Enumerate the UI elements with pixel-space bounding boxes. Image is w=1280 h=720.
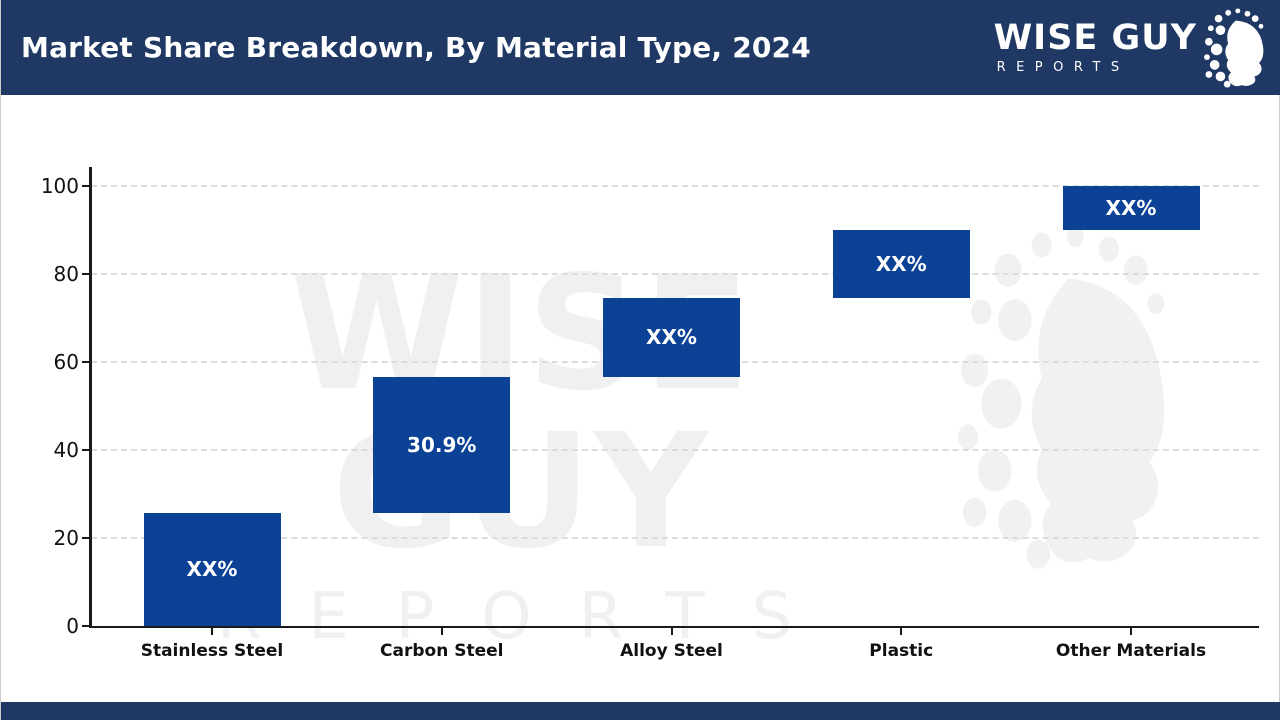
bar-carbon-steel: 30.9% — [373, 376, 511, 513]
x-axis-line — [89, 625, 1259, 628]
logo-text: WISE GUY REPORTS — [993, 18, 1197, 75]
bar-value-label: XX% — [875, 251, 927, 276]
bar-value-label: 30.9% — [407, 432, 477, 457]
y-tick-mark-20 — [82, 536, 91, 539]
logo-reports-text: REPORTS — [996, 60, 1130, 75]
gridline-20 — [91, 536, 1259, 539]
gridline-80 — [91, 272, 1259, 275]
x-tick-mark — [670, 626, 673, 635]
bar-plastic: XX% — [832, 229, 970, 298]
logo-head-icon — [1204, 7, 1264, 88]
gridline-40 — [91, 448, 1259, 451]
y-tick-mark-80 — [82, 272, 91, 275]
x-tick-mark — [900, 626, 903, 635]
bar-stainless-steel: XX% — [143, 512, 281, 626]
footer — [1, 702, 1280, 720]
x-category-label: Other Materials — [1055, 641, 1207, 661]
wiseguy-logo: WISE GUY REPORTS — [994, 7, 1267, 89]
x-tick-mark — [440, 626, 443, 635]
x-category-label: Plastic — [869, 641, 934, 661]
y-tick-label-20: 20 — [53, 525, 79, 550]
x-category-label: Stainless Steel — [140, 641, 284, 661]
bar-value-label: XX% — [646, 325, 697, 350]
y-axis-line — [89, 167, 92, 628]
y-tick-label-100: 100 — [40, 173, 79, 198]
logo-wiseguy-text: WISE GUY — [993, 18, 1197, 58]
y-tick-label-0: 0 — [66, 614, 79, 638]
bar-value-label: XX% — [1105, 195, 1157, 220]
y-tick-mark-40 — [82, 448, 91, 451]
chart-title: Market Share Breakdown, By Material Type… — [21, 31, 811, 64]
y-tick-label-80: 80 — [53, 261, 79, 286]
x-category-label: Carbon Steel — [380, 641, 504, 661]
bar-value-label: XX% — [186, 557, 238, 582]
x-category-label: Alloy Steel — [620, 641, 723, 661]
gridline-100 — [91, 184, 1259, 187]
x-tick-mark — [1130, 626, 1132, 635]
bar-other-materials: XX% — [1062, 185, 1200, 230]
header: Market Share Breakdown, By Material Type… — [1, 0, 1280, 95]
y-tick-mark-0 — [82, 625, 91, 627]
y-tick-label-60: 60 — [53, 349, 79, 374]
y-tick-mark-100 — [82, 184, 91, 187]
y-tick-mark-60 — [82, 360, 91, 363]
x-tick-mark — [211, 626, 213, 635]
bar-alloy-steel: XX% — [603, 297, 740, 377]
y-tick-label-40: 40 — [53, 437, 79, 462]
